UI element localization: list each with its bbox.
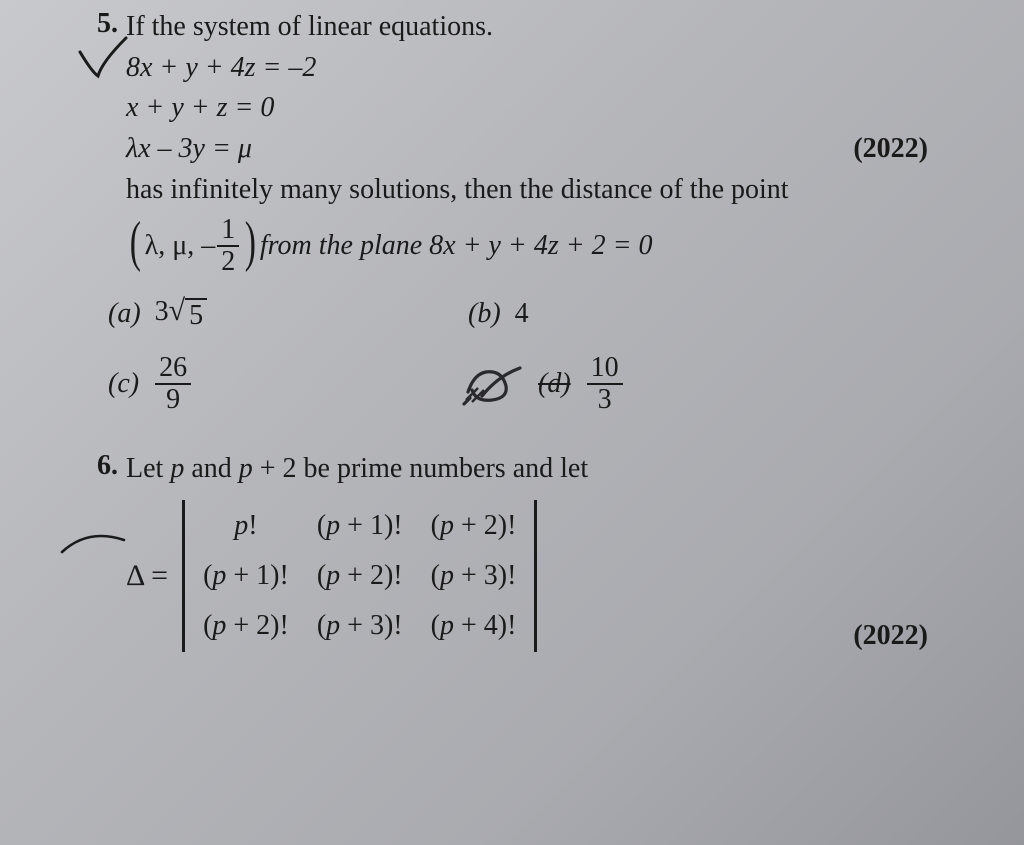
det-cell-3: (p + 1)! <box>203 560 289 592</box>
det-cell-2: (p + 2)! <box>431 510 517 542</box>
det-cell-1: (p + 1)! <box>317 510 403 542</box>
det-cell-4: (p + 2)! <box>317 560 403 592</box>
q6-p2: p <box>239 453 253 484</box>
opt-c-fraction: 26 9 <box>155 354 191 414</box>
det-cell-5: (p + 3)! <box>431 560 517 592</box>
opt-b-label: (b) <box>468 298 501 330</box>
q5-infinite-line: has infinitely many solutions, then the … <box>126 170 988 211</box>
opt-c-label: (c) <box>108 368 139 400</box>
q5-intro: If the system of linear equations. <box>126 8 988 46</box>
curve-mark-icon <box>58 530 128 560</box>
q5-point-line: ( λ, μ, – 1 2 ) from the plane 8x + y + … <box>126 216 988 276</box>
point-frac-num: 1 <box>217 216 239 247</box>
point-fraction: 1 2 <box>217 216 239 276</box>
eq2-text: x + y + z = 0 <box>126 92 274 123</box>
opt-d-fraction: 10 3 <box>587 354 623 414</box>
det-cell-8: (p + 4)! <box>431 610 517 642</box>
det-cell-7: (p + 3)! <box>317 610 403 642</box>
opt-a-label: (a) <box>108 298 141 330</box>
det-cell-0: p! <box>203 510 289 542</box>
q5-eq1: 8x + y + 4z = –2 <box>126 48 988 89</box>
opt-d-num: 10 <box>587 354 623 385</box>
opt-c-den: 9 <box>155 385 191 414</box>
opt-d-den: 3 <box>587 385 623 414</box>
option-d: (d) 10 3 <box>468 354 828 414</box>
page-content: 5. If the system of linear equations. 8x… <box>68 0 988 652</box>
determinant: p! (p + 1)! (p + 2)! (p + 1)! (p + 2)! (… <box>182 500 537 652</box>
det-cell-6: (p + 2)! <box>203 610 289 642</box>
scribble-mark-icon <box>468 364 524 404</box>
q5-eq3: λx – 3y = μ (2022) <box>126 129 988 170</box>
q6-intro-pre: Let <box>126 453 170 484</box>
q6-intro: Let p and p + 2 be prime numbers and let <box>126 450 988 488</box>
opt-c-num: 26 <box>155 354 191 385</box>
q6-equation: Δ = p! (p + 1)! (p + 2)! (p + 1)! (p + 2… <box>126 500 988 652</box>
opt-a-radicand: 5 <box>185 298 207 332</box>
option-c: (c) 26 9 <box>108 354 468 414</box>
q5-eq2: x + y + z = 0 <box>126 88 988 129</box>
tick-mark-icon <box>72 32 132 82</box>
q5-header: 5. If the system of linear equations. <box>68 8 988 46</box>
q6-year: (2022) <box>853 620 928 652</box>
q6-header: 6. Let p and p + 2 be prime numbers and … <box>68 450 988 488</box>
point-pre: λ, μ, – <box>145 226 216 267</box>
plane-text: from the plane 8x + y + 4z + 2 = 0 <box>260 226 653 267</box>
opt-a-value: 3√5 <box>155 296 207 332</box>
eq3-text: λx – 3y = μ <box>126 133 252 164</box>
q6-and: and <box>184 453 238 484</box>
eq1-text: 8x + y + 4z = –2 <box>126 52 316 83</box>
opt-a-coeff: 3 <box>155 296 169 327</box>
delta-symbol: Δ = <box>126 559 168 593</box>
sqrt-icon: √5 <box>169 296 207 332</box>
q6-p1: p <box>170 453 184 484</box>
opt-d-label: (d) <box>538 368 571 400</box>
option-a: (a) 3√5 <box>108 296 468 332</box>
option-b: (b) 4 <box>468 296 828 332</box>
q5-year: (2022) <box>853 129 928 170</box>
point-frac-den: 2 <box>217 247 239 276</box>
q5-options: (a) 3√5 (b) 4 (c) 26 9 (d) <box>108 296 988 414</box>
opt-b-value: 4 <box>515 298 529 330</box>
q6-number: 6. <box>68 450 126 482</box>
q6-plus2: + 2 be prime numbers and let <box>253 453 588 484</box>
